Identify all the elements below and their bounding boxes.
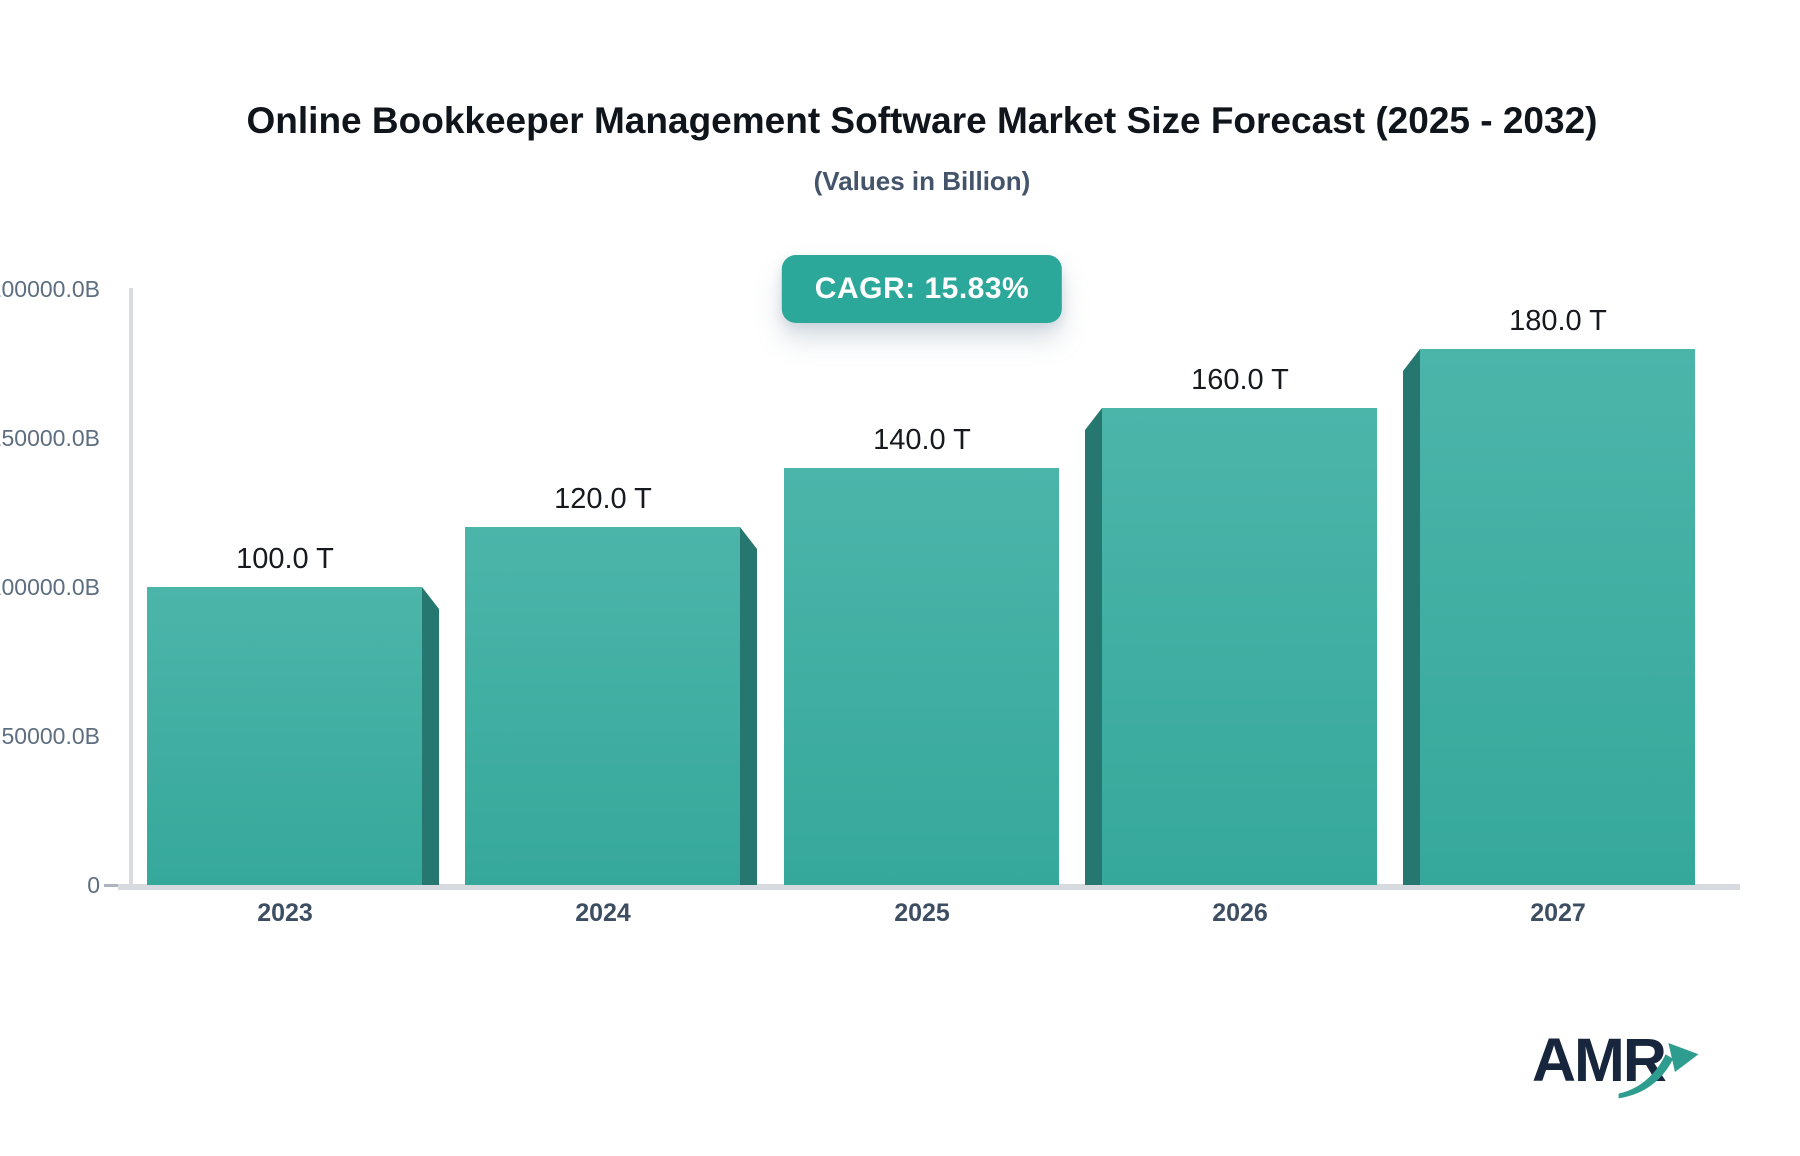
bar-value-label: 160.0 T (1191, 364, 1289, 396)
bar-value-label: 120.0 T (554, 483, 652, 515)
x-axis-label: 2024 (575, 899, 631, 927)
y-axis-tick-label: 100000.0B (0, 574, 100, 600)
bar-2026-3d-side (1085, 408, 1102, 885)
bar-2024-3d-side (740, 527, 757, 885)
cagr-badge: CAGR: 15.83% (781, 255, 1063, 323)
bar-2023 (147, 587, 422, 885)
bar-value-label: 140.0 T (873, 424, 971, 456)
bar-2026 (1102, 408, 1377, 885)
x-axis-label: 2027 (1530, 899, 1586, 927)
bar-2025 (784, 468, 1059, 885)
zero-tick-mark (104, 884, 118, 887)
bar-2024 (465, 527, 740, 885)
x-axis-label: 2023 (257, 899, 313, 927)
y-axis-tick-label: 0 (87, 872, 100, 898)
bar-2027 (1420, 349, 1695, 885)
chart-title: Online Bookkeeper Management Software Ma… (246, 100, 1598, 141)
bar-2023-3d-side (422, 587, 439, 885)
bar-2027-3d-side (1403, 349, 1420, 885)
x-axis-label: 2026 (1212, 899, 1268, 927)
y-axis-tick-label: 50000.0B (1, 723, 100, 749)
amr-logo-text: AMR (1532, 1026, 1667, 1094)
x-axis-line (118, 884, 1740, 890)
chart-subtitle: (Values in Billion) (813, 166, 1031, 196)
x-axis-label: 2025 (894, 899, 950, 927)
y-axis-line (129, 288, 133, 890)
growth-arrow-icon (1618, 1042, 1699, 1099)
bar-value-label: 100.0 T (236, 543, 334, 575)
y-axis-tick-label: 150000.0B (0, 425, 100, 451)
y-axis-tick-label: 200000.0B (0, 276, 100, 302)
bar-value-label: 180.0 T (1509, 305, 1607, 337)
amr-logo: AMR (1532, 1030, 1722, 1116)
